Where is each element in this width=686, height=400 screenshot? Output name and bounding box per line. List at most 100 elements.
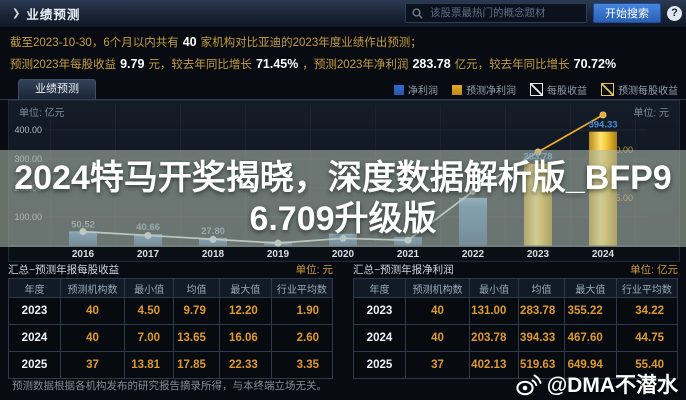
value-cell: 17.85: [173, 351, 220, 379]
svg-text:2024: 2024: [592, 249, 615, 260]
svg-text:2019: 2019: [267, 249, 290, 260]
value-cell: 16.06: [218, 324, 272, 352]
value-cell: 2.60: [270, 324, 334, 352]
legend-label: 每股收益: [547, 86, 587, 97]
forecast-chart: 400.00 300.00 200.00 100.00 10.00 5.00 2016 201…: [9, 105, 679, 260]
svg-text:2021: 2021: [397, 249, 420, 260]
watermark-text: @DMA不潜水: [546, 374, 678, 397]
value-cell: 649.94: [563, 351, 617, 379]
search-box: [405, 3, 587, 23]
eps-table-unit: 单位: 元: [295, 264, 333, 276]
svg-text:27.80: 27.80: [201, 226, 225, 237]
summary-value: 283.78: [412, 57, 451, 71]
column-header: 最小值: [469, 278, 520, 298]
value-cell: 402.13: [469, 351, 520, 379]
year-cell: 2025: [8, 351, 61, 379]
value-cell: 40: [404, 297, 471, 325]
value-cell: 131.00: [469, 297, 520, 325]
value-cell: 1.90: [270, 297, 334, 325]
svg-text:10.00: 10.00: [610, 145, 633, 155]
table-row: 2024 40 203.78 394.33 467.60 44.75: [353, 324, 679, 352]
summary-value: 71.45%: [255, 57, 299, 71]
summary-line-2: 预测2023年每股收益 9.79 元，较去年同比增长 71.45% ，预测2023年净利…: [10, 56, 620, 72]
search-input[interactable]: [428, 6, 580, 20]
table-row: 2023 40 131.00 283.78 355.22 34.22: [353, 297, 679, 325]
summary-line-1: 截至2023-10-30，6个月以内共有 40 家机构对比亚迪的2023年度业绩作出…: [10, 35, 422, 49]
chart-tab-bar: 业绩预测 净利润 预测净利润 每股收益 预测每股收益: [0, 79, 686, 100]
forecast-summary: 截至2023-10-30，6个月以内共有 40 家机构对比亚迪的2023年度业绩作出…: [10, 34, 620, 78]
eps-table-title-group: 汇总~预测年报每股收益 单位: 元: [8, 262, 333, 277]
value-cell: 40: [59, 297, 126, 325]
value-cell: 40: [404, 324, 471, 352]
legend-swatch-icon: [530, 83, 543, 96]
chevron-right-icon: ❯: [12, 8, 21, 19]
value-cell: 22.33: [218, 351, 272, 379]
value-cell: 34.22: [615, 297, 679, 325]
table-title-row: 汇总~预测年报每股收益 单位: 元 汇总~预测年报净利润 单位: 亿元: [8, 262, 678, 277]
svg-text:50.52: 50.52: [71, 219, 95, 230]
svg-text:2020: 2020: [332, 249, 355, 260]
value-cell: 12.20: [218, 297, 272, 325]
column-header: 均值: [518, 278, 565, 298]
value-cell: 13.81: [124, 351, 175, 379]
svg-text:300.00: 300.00: [14, 154, 42, 164]
value-cell: 394.33: [518, 324, 565, 352]
svg-text:2018: 2018: [202, 249, 225, 260]
help-icon[interactable]: ?: [667, 5, 682, 21]
value-cell: 37: [59, 351, 126, 379]
column-header: 预测机构数: [404, 278, 471, 298]
netprofit-table-title-group: 汇总~预测年报净利润 单位: 亿元: [353, 262, 678, 277]
netprofit-table-title: 汇总~预测年报净利润: [353, 264, 454, 276]
table-row: 2025 37 13.81 17.85 22.33 3.35: [8, 351, 334, 379]
column-header: 预测机构数: [59, 278, 126, 298]
legend-item: 净利润: [394, 82, 438, 97]
legend-swatch-icon: [394, 84, 404, 95]
netprofit-forecast-table: 年度 预测机构数 最小值 均值 最大值 行业平均数 2023 40 131.00 283.78 35…: [353, 278, 679, 379]
topbar: ❯ 业绩预测 开始搜索 ?: [0, 0, 686, 28]
breadcrumb-label: 业绩预测: [26, 8, 81, 22]
netprofit-table-unit: 单位: 亿元: [630, 264, 678, 276]
column-header: 行业平均数: [615, 278, 679, 298]
value-cell: 7.00: [124, 324, 175, 352]
table-row: 2023 40 4.50 9.79 12.20 1.90: [8, 297, 334, 325]
watermark: @DMA不潜水: [515, 369, 678, 399]
value-cell: 40: [59, 324, 126, 352]
weibo-icon: [516, 374, 542, 395]
search-button[interactable]: 开始搜索: [593, 3, 661, 23]
value-cell: 9.79: [173, 297, 220, 325]
summary-value: 40: [182, 35, 197, 49]
forecast-tables: 年度 预测机构数 最小值 均值 最大值 行业平均数 2023 40 4.50 9.79 12.20 1…: [8, 278, 679, 379]
legend-item: 预测每股收益: [601, 82, 678, 97]
svg-text:400.00: 400.00: [14, 125, 42, 135]
legend-item: 预测净利润: [452, 82, 516, 97]
svg-text:5.00: 5.00: [615, 193, 633, 203]
column-header: 最大值: [563, 278, 617, 298]
right-axis-unit: 单位: 元: [633, 108, 669, 119]
search-icon: [412, 7, 423, 19]
column-header: 行业平均数: [270, 278, 334, 298]
column-header: 年度: [353, 278, 406, 298]
svg-text:40.66: 40.66: [136, 222, 160, 233]
legend-label: 净利润: [408, 86, 438, 97]
value-cell: 519.63: [518, 351, 565, 379]
value-cell: 203.78: [469, 324, 520, 352]
chart-legend: 净利润 预测净利润 每股收益 预测每股收益: [394, 82, 678, 97]
legend-label: 预测净利润: [466, 86, 516, 97]
eps-forecast-table: 年度 预测机构数 最小值 均值 最大值 行业平均数 2023 40 4.50 9.79 12.20 1…: [8, 278, 334, 379]
value-cell: 467.60: [563, 324, 617, 352]
legend-swatch-icon: [452, 84, 462, 95]
column-header: 均值: [173, 278, 220, 298]
svg-text:2023: 2023: [527, 249, 550, 260]
svg-text:283.78: 283.78: [523, 152, 552, 163]
svg-text:200.00: 200.00: [14, 183, 42, 193]
year-cell: 2025: [353, 351, 406, 379]
value-cell: 283.78: [518, 297, 565, 325]
tab-performance-forecast[interactable]: 业绩预测: [18, 79, 96, 99]
value-cell: 37: [404, 351, 471, 379]
breadcrumb[interactable]: ❯ 业绩预测: [12, 4, 80, 23]
svg-text:2017: 2017: [137, 249, 160, 260]
table-row: 2024 40 7.00 13.65 16.06 2.60: [8, 324, 334, 352]
legend-item: 每股收益: [530, 82, 587, 97]
legend-swatch-icon: [601, 83, 614, 96]
